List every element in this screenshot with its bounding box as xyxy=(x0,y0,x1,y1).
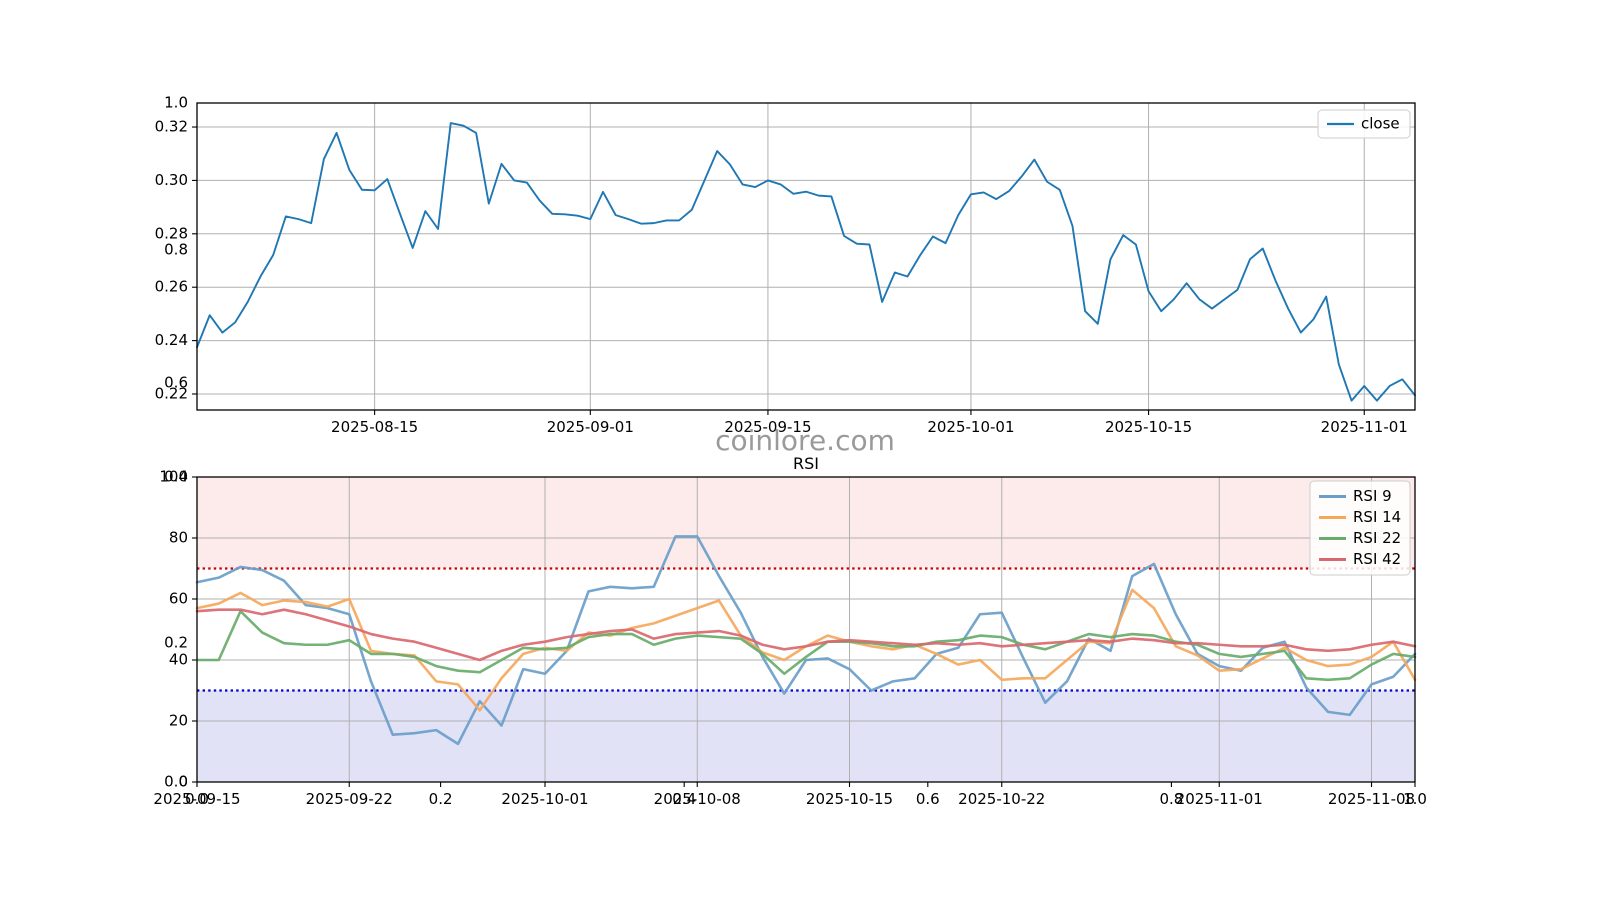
rsi-ytick-label: 40 xyxy=(169,651,188,669)
price-plot-background xyxy=(197,103,1415,410)
rsi-ytick-label: 60 xyxy=(169,590,188,608)
rsi-series-rsi-22 xyxy=(195,609,1417,682)
rsi-xtick-label: 2025-09-22 xyxy=(306,790,393,808)
price-ytick-label: 0.26 xyxy=(155,278,188,296)
price-legend-label-close: close xyxy=(1361,115,1400,133)
rsi-xtick-label: 2025-10-22 xyxy=(958,790,1045,808)
price-xtick-label: 2025-10-01 xyxy=(927,418,1014,436)
rsi-xtick-overlay-label: 1.0 xyxy=(1403,790,1427,808)
rsi-xtick-label: 2025-10-15 xyxy=(806,790,893,808)
rsi-ytick-label: 20 xyxy=(169,712,188,730)
price-ytick-label: 0.22 xyxy=(155,384,188,402)
rsi-xtick-overlay-label: 0.8 xyxy=(1159,790,1183,808)
rsi-legend-label-rsi-14: RSI 14 xyxy=(1353,508,1401,526)
rsi-legend[interactable]: RSI 9 RSI 14 RSI 22 RSI 42 xyxy=(1309,480,1411,576)
price-xtick-label: 2025-08-15 xyxy=(331,418,418,436)
rsi-legend-box xyxy=(1309,480,1411,576)
price-ytick-label: 0.24 xyxy=(155,331,188,349)
rsi-xtick-overlay-label: 0.4 xyxy=(672,790,696,808)
rsi-ytick-overlay-label: 0.2 xyxy=(164,634,188,652)
price-legend-box xyxy=(1317,109,1411,139)
rsi-xtick-label: 2025-10-08 xyxy=(654,790,741,808)
price-ytick-label: 0.30 xyxy=(155,171,188,189)
price-ytick-overlay-label: 1.0 xyxy=(164,94,188,112)
price-ytick-overlay-label: 0.8 xyxy=(164,241,188,259)
rsi-xtick-overlay-label: 0.6 xyxy=(916,790,940,808)
rsi-ytick-overlay-label: 0.0 xyxy=(164,773,188,791)
rsi-series-rsi-9 xyxy=(195,535,1417,746)
rsi-ytick-label: 0 xyxy=(178,773,188,791)
price-xtick-label: 2025-10-15 xyxy=(1105,418,1192,436)
rsi-ytick-label: 80 xyxy=(169,529,188,547)
rsi-legend-label-rsi-22: RSI 22 xyxy=(1353,529,1401,547)
rsi-ytick-label: 100 xyxy=(159,468,188,486)
rsi-xtick-overlay-label: 0.0 xyxy=(185,790,209,808)
price-legend[interactable]: close xyxy=(1317,109,1411,139)
rsi-xtick-overlay-label: 0.2 xyxy=(429,790,453,808)
rsi-xtick-label: 2025-11-01 xyxy=(1176,790,1263,808)
price-axes-frame xyxy=(196,102,1416,411)
rsi-chart-panel: 0 20 40 60 80 100 0.0 0.2 0.4 2025-09-15 2025-09-2… xyxy=(153,454,1427,808)
price-xtick-label: 2025-11-01 xyxy=(1321,418,1408,436)
rsi-ytick-overlay-label: 0.4 xyxy=(164,468,188,486)
price-ytick-overlay-label: 0.6 xyxy=(164,374,188,392)
rsi-oversold-band xyxy=(197,690,1415,782)
price-chart-panel: 0.22 0.24 0.26 0.28 0.30 0.32 0.6 0.8 1.0 2025-08… xyxy=(155,94,1416,436)
rsi-axes-frame xyxy=(196,476,1416,783)
rsi-xtick-label: 2025-11-08 xyxy=(1328,790,1415,808)
rsi-xtick-label: 2025-09-15 xyxy=(153,790,240,808)
rsi-overbought-band xyxy=(197,477,1415,569)
rsi-legend-label-rsi-42: RSI 42 xyxy=(1353,550,1401,568)
price-series-close xyxy=(196,122,1416,402)
rsi-legend-label-rsi-9: RSI 9 xyxy=(1353,487,1392,505)
rsi-panel-title: RSI xyxy=(793,454,819,473)
rsi-series-rsi-42 xyxy=(195,608,1417,662)
price-xtick-label: 2025-09-01 xyxy=(547,418,634,436)
price-xtick-label: 2025-09-15 xyxy=(724,418,811,436)
rsi-xtick-label: 2025-10-01 xyxy=(501,790,588,808)
price-ytick-label: 0.32 xyxy=(155,118,188,136)
price-ytick-label: 0.28 xyxy=(155,224,188,242)
